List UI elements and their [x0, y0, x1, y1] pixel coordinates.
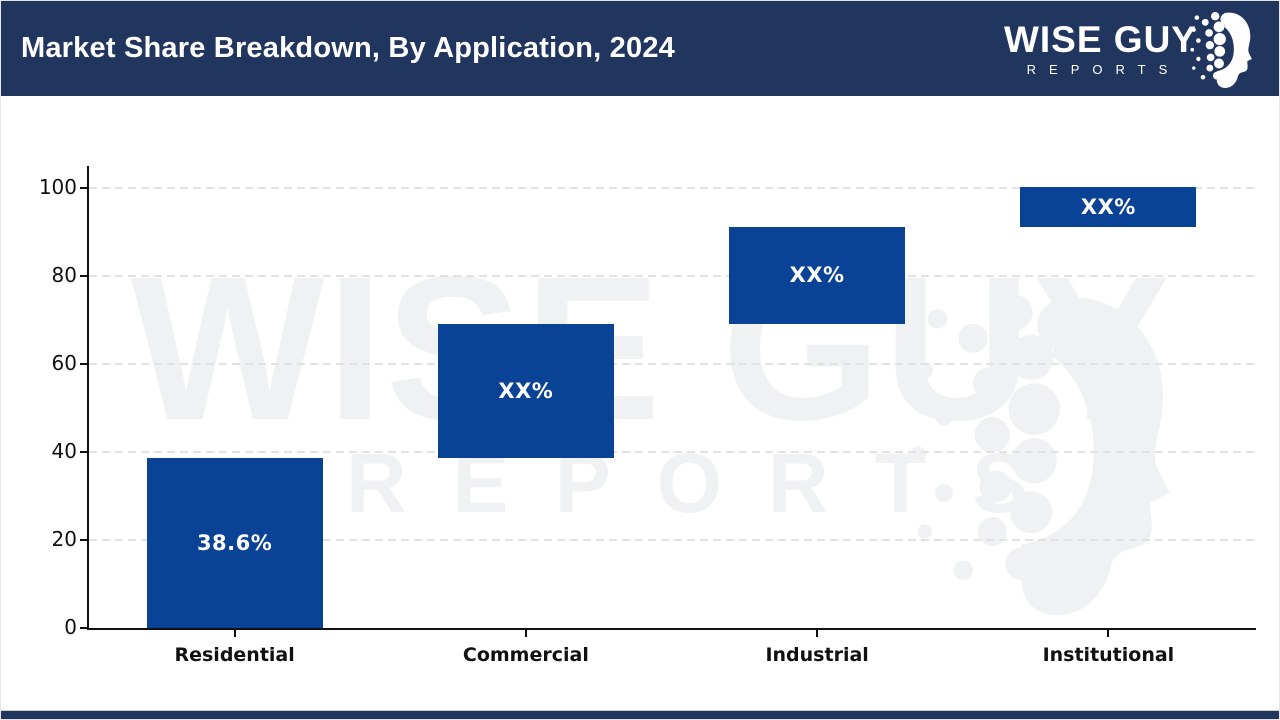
y-tick [80, 539, 88, 541]
logo-wordmark-line2: REPORTS [1026, 62, 1181, 77]
header-bar: Market Share Breakdown, By Application, … [1, 1, 1279, 96]
gridline-40 [89, 451, 1254, 453]
y-tick-label: 40 [51, 439, 77, 463]
x-tick [816, 630, 819, 637]
chart-title: Market Share Breakdown, By Application, … [21, 32, 675, 64]
page-bottom-divider [1, 710, 1279, 711]
x-axis-label-industrial: Industrial [765, 644, 869, 666]
x-axis-spine [87, 628, 1256, 630]
x-tick [233, 630, 236, 637]
wise-guy-head-icon [1190, 11, 1252, 88]
y-tick-label: 0 [64, 615, 77, 639]
y-tick-label: 100 [38, 175, 77, 199]
y-tick [80, 363, 88, 365]
gridline-60 [89, 363, 1254, 365]
y-tick-label: 20 [51, 527, 77, 551]
bar-industrial: XX% [729, 226, 906, 324]
x-axis-label-residential: Residential [174, 644, 295, 666]
bar-residential: 38.6% [146, 458, 323, 628]
gridline-100 [89, 187, 1254, 189]
chart-area: WISE GUY REPORTS [1, 96, 1279, 713]
bar-value-label: XX% [498, 378, 554, 403]
plot-area: 0 20 40 60 80 100 38.6% Residential XX% Commercia… [1, 96, 1279, 713]
logo-wordmark: WISE GUY REPORTS [1004, 21, 1197, 76]
gridline-80 [89, 275, 1254, 277]
y-tick [80, 187, 88, 189]
y-axis-spine [87, 166, 89, 630]
logo-wordmark-line1: WISE GUY [1003, 19, 1197, 60]
bar-commercial: XX% [437, 323, 614, 459]
bar-value-label: 38.6% [196, 531, 273, 556]
wiseguy-logo: WISE GUY REPORTS [1004, 1, 1255, 96]
y-tick [80, 627, 88, 629]
x-tick [1107, 630, 1110, 637]
bar-institutional: XX% [1020, 187, 1197, 227]
footer-bar [1, 711, 1279, 719]
bar-value-label: XX% [789, 263, 845, 288]
x-axis-label-institutional: Institutional [1042, 644, 1175, 666]
x-tick [524, 630, 527, 637]
gridline-20 [89, 539, 1254, 541]
bar-value-label: XX% [1080, 194, 1136, 219]
y-tick-label: 60 [51, 351, 77, 375]
y-tick [80, 275, 88, 277]
y-tick-label: 80 [51, 263, 77, 287]
y-tick [80, 451, 88, 453]
x-axis-label-commercial: Commercial [462, 644, 589, 666]
